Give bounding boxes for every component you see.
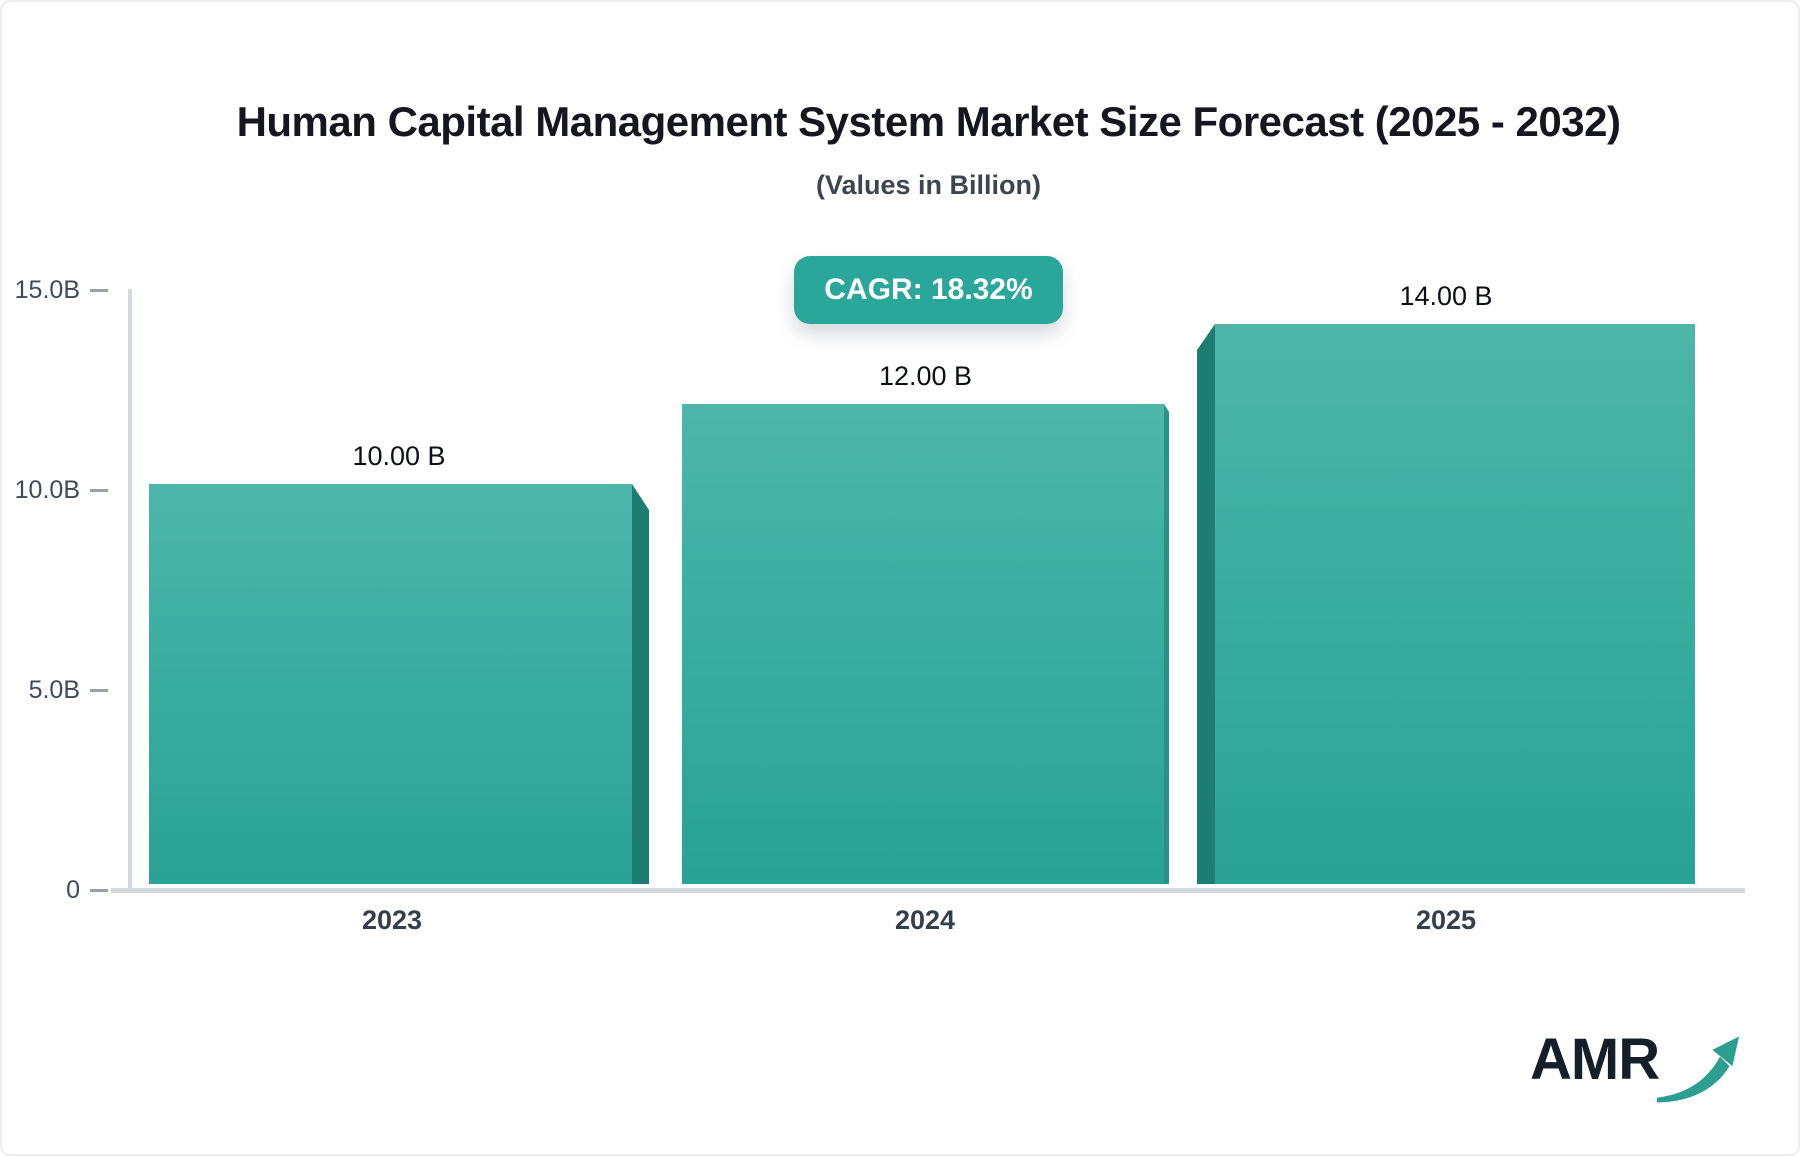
chart-title: Human Capital Management System Market S… <box>236 98 1621 145</box>
chart-subtitle: (Values in Billion) <box>815 170 1042 200</box>
cagr-badge-row: CAGR: 18.32% <box>112 256 1745 324</box>
bar-value-label: 14.00 B <box>1399 281 1493 311</box>
y-tick-label: 0 <box>66 876 80 904</box>
tick-dash <box>90 489 108 492</box>
x-label-2025: 2025 <box>1415 905 1477 935</box>
x-label-2023: 2023 <box>361 905 423 935</box>
bar-side-shadow <box>1164 404 1169 884</box>
tick-dash <box>90 889 108 892</box>
cagr-badge: CAGR: 18.32% <box>794 256 1063 324</box>
growth-arrow-icon <box>1655 1034 1741 1111</box>
y-tick-label: 10.0B <box>14 476 80 504</box>
logo-text: AMR <box>1530 1027 1660 1092</box>
bar-side-shadow <box>1197 324 1215 884</box>
y-tick-label: 5.0B <box>28 676 80 704</box>
tick-dash <box>90 289 108 292</box>
x-axis-line <box>111 888 1745 893</box>
y-tick-label: 15.0B <box>14 276 80 304</box>
y-axis-line <box>128 289 132 893</box>
bar-value-label: 10.00 B <box>352 441 446 471</box>
bar-value-label: 12.00 B <box>878 361 973 391</box>
bar-side-shadow <box>632 484 649 884</box>
bar-face <box>682 404 1164 884</box>
logo: AMR <box>1530 1028 1741 1111</box>
tick-dash <box>90 689 108 692</box>
bar-face <box>1215 324 1695 884</box>
x-label-2024: 2024 <box>894 905 956 935</box>
bar-face <box>149 484 632 884</box>
